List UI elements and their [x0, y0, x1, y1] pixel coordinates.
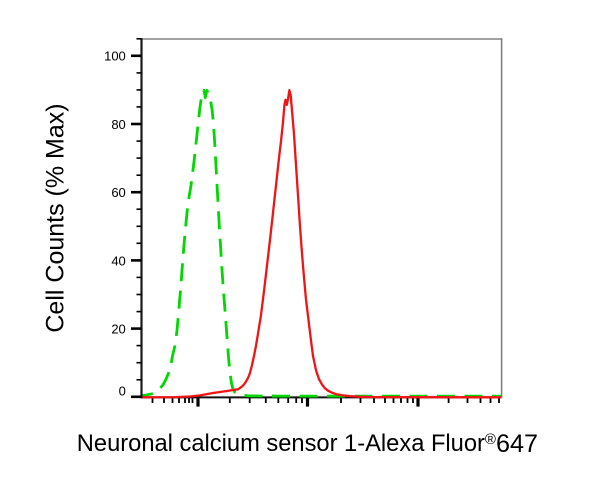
- svg-text:0: 0: [119, 384, 126, 399]
- svg-text:60: 60: [111, 185, 125, 200]
- svg-text:80: 80: [111, 117, 125, 132]
- svg-text:40: 40: [111, 253, 125, 268]
- svg-text:20: 20: [111, 322, 125, 337]
- svg-text:100: 100: [104, 49, 126, 64]
